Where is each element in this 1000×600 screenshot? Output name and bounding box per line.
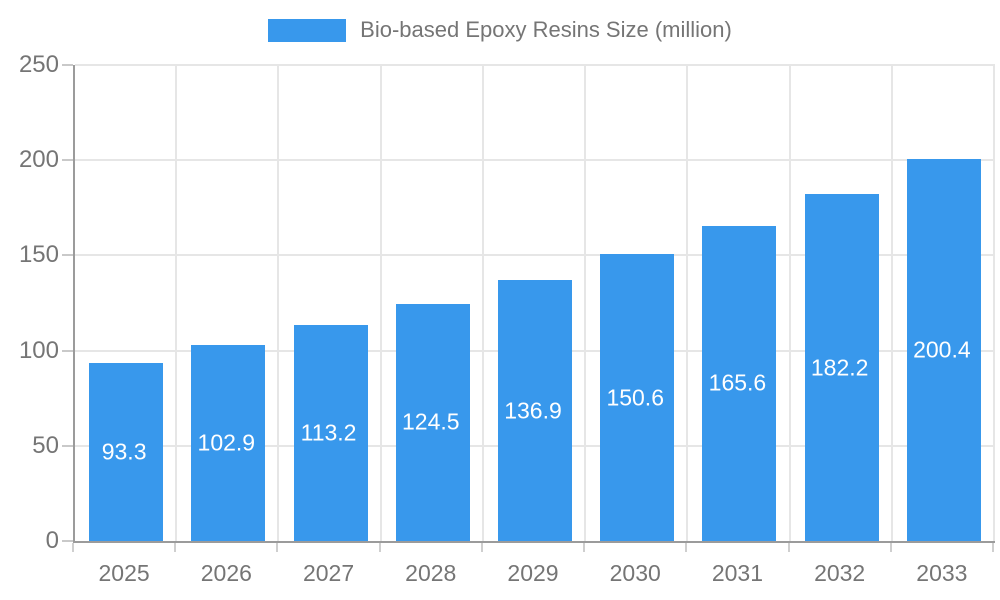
x-gridline: [175, 65, 178, 541]
bar-2032: [804, 194, 879, 541]
y-axis-label: 150: [18, 241, 59, 269]
bar-2033: [906, 159, 981, 541]
y-axis-tick: [62, 254, 73, 257]
y-axis-tick: [62, 64, 73, 66]
x-axis-tick: [378, 543, 381, 552]
legend-label: Bio-based Epoxy Resins Size (million): [360, 17, 732, 42]
x-axis-tick: [787, 543, 790, 552]
legend[interactable]: Bio-based Epoxy Resins Size (million): [0, 17, 1000, 43]
x-axis-tick: [276, 543, 279, 552]
x-axis-tick: [583, 543, 586, 552]
y-gridline: [75, 254, 995, 257]
y-axis-tick: [62, 444, 73, 447]
bar-2027: [293, 325, 368, 541]
x-axis-tick: [889, 543, 892, 552]
x-gridline: [890, 65, 893, 541]
bar-2028: [395, 303, 470, 541]
x-gridline: [686, 65, 689, 541]
legend-swatch-icon: [268, 18, 347, 42]
x-gridline: [993, 65, 995, 541]
x-axis-tick: [992, 543, 994, 552]
x-axis-tick: [174, 543, 177, 552]
bar-2031: [702, 225, 777, 541]
y-axis-tick: [62, 540, 73, 542]
y-axis-label: 0: [45, 527, 59, 554]
x-gridline: [584, 65, 587, 541]
y-axis-label: 250: [18, 51, 59, 78]
bar-2029: [498, 280, 572, 541]
x-gridline: [788, 65, 791, 541]
bar-2025: [89, 363, 164, 541]
y-gridline: [75, 159, 995, 162]
y-axis-label: 200: [18, 146, 59, 174]
plot-area: [73, 64, 995, 543]
x-axis-tick: [480, 543, 483, 552]
x-axis-label: 2030: [609, 560, 661, 586]
x-axis-label: 2027: [302, 560, 355, 586]
x-axis-label: 2032: [814, 560, 866, 586]
x-axis-tick: [72, 543, 74, 552]
bar-2030: [600, 254, 675, 541]
y-axis-label: 100: [18, 336, 59, 364]
x-axis-tick: [685, 543, 688, 552]
x-axis-label: 2025: [98, 560, 150, 586]
y-gridline: [75, 64, 995, 66]
x-gridline: [277, 65, 280, 541]
y-axis-tick: [62, 349, 73, 352]
bar-2026: [191, 345, 266, 541]
x-axis-label: 2028: [405, 560, 457, 586]
y-axis-label: 50: [32, 431, 59, 459]
x-axis-label: 2026: [200, 560, 252, 586]
x-axis-label: 2029: [507, 560, 559, 586]
x-axis-label: 2031: [711, 560, 764, 586]
y-axis-tick: [62, 159, 73, 162]
x-axis-label: 2033: [916, 560, 968, 586]
x-gridline: [481, 65, 484, 541]
x-gridline: [379, 65, 382, 541]
